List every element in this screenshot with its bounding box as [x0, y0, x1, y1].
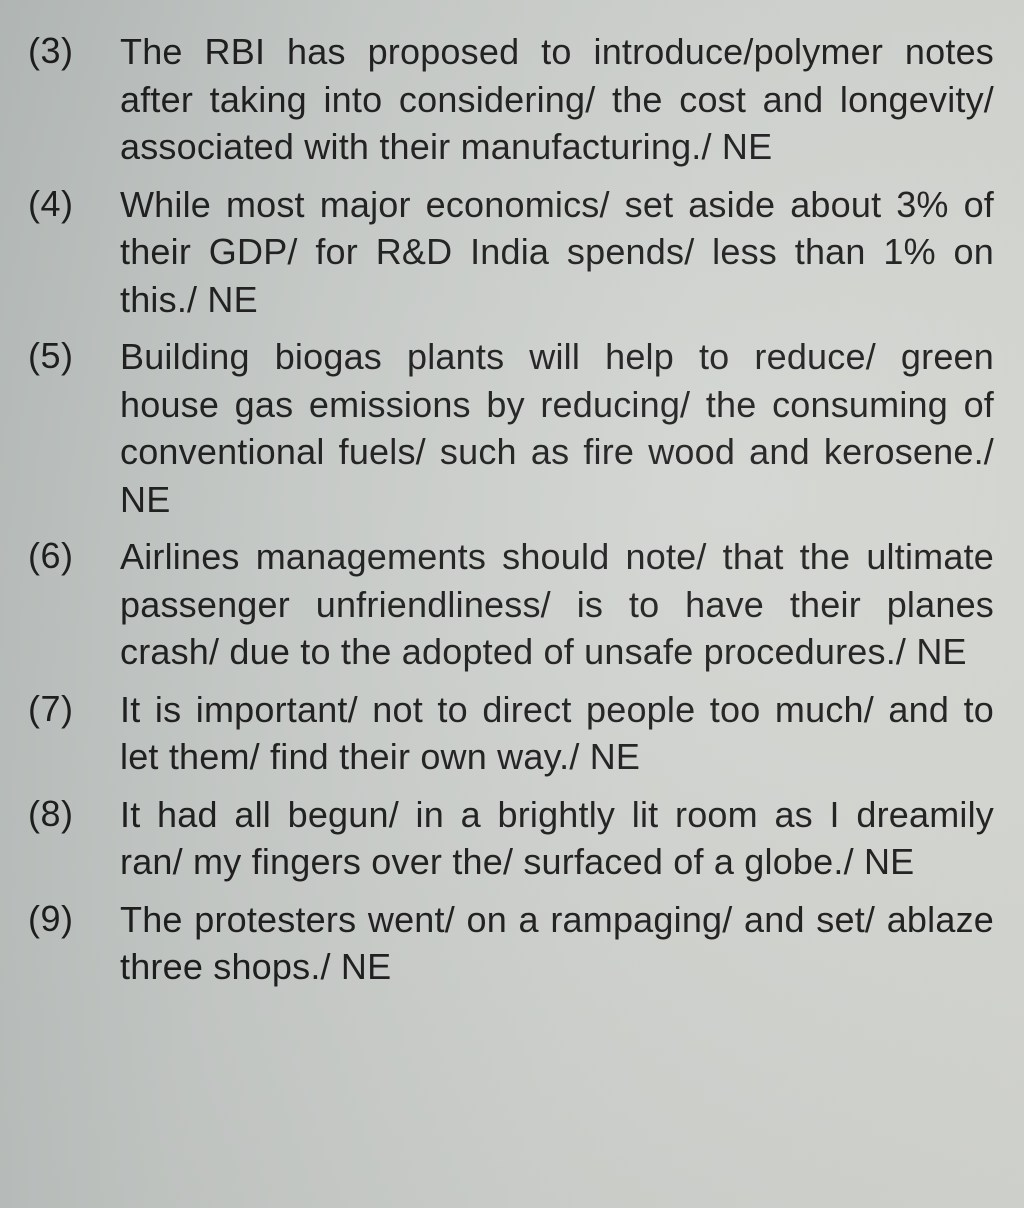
- question-text: It had all begun/ in a brightly lit room…: [120, 791, 994, 886]
- question-number: (8): [28, 791, 120, 835]
- question-item: (5) Building biogas plants will help to …: [28, 333, 994, 523]
- question-item: (8) It had all begun/ in a brightly lit …: [28, 791, 994, 886]
- question-number: (5): [28, 333, 120, 377]
- question-number: (3): [28, 28, 120, 72]
- question-item: (9) The protesters went/ on a rampaging/…: [28, 896, 994, 991]
- question-text: The RBI has proposed to introduce/polyme…: [120, 28, 994, 171]
- question-item: (7) It is important/ not to direct peopl…: [28, 686, 994, 781]
- question-number: (4): [28, 181, 120, 225]
- question-text: The protesters went/ on a rampaging/ and…: [120, 896, 994, 991]
- question-number: (9): [28, 896, 120, 940]
- question-number: (6): [28, 533, 120, 577]
- question-item: (4) While most major economics/ set asid…: [28, 181, 994, 324]
- question-text: Airlines managements should note/ that t…: [120, 533, 994, 676]
- question-number: (7): [28, 686, 120, 730]
- question-item: (3) The RBI has proposed to introduce/po…: [28, 28, 994, 171]
- question-text: Building biogas plants will help to redu…: [120, 333, 994, 523]
- question-text: While most major economics/ set aside ab…: [120, 181, 994, 324]
- question-text: It is important/ not to direct people to…: [120, 686, 994, 781]
- question-item: (6) Airlines managements should note/ th…: [28, 533, 994, 676]
